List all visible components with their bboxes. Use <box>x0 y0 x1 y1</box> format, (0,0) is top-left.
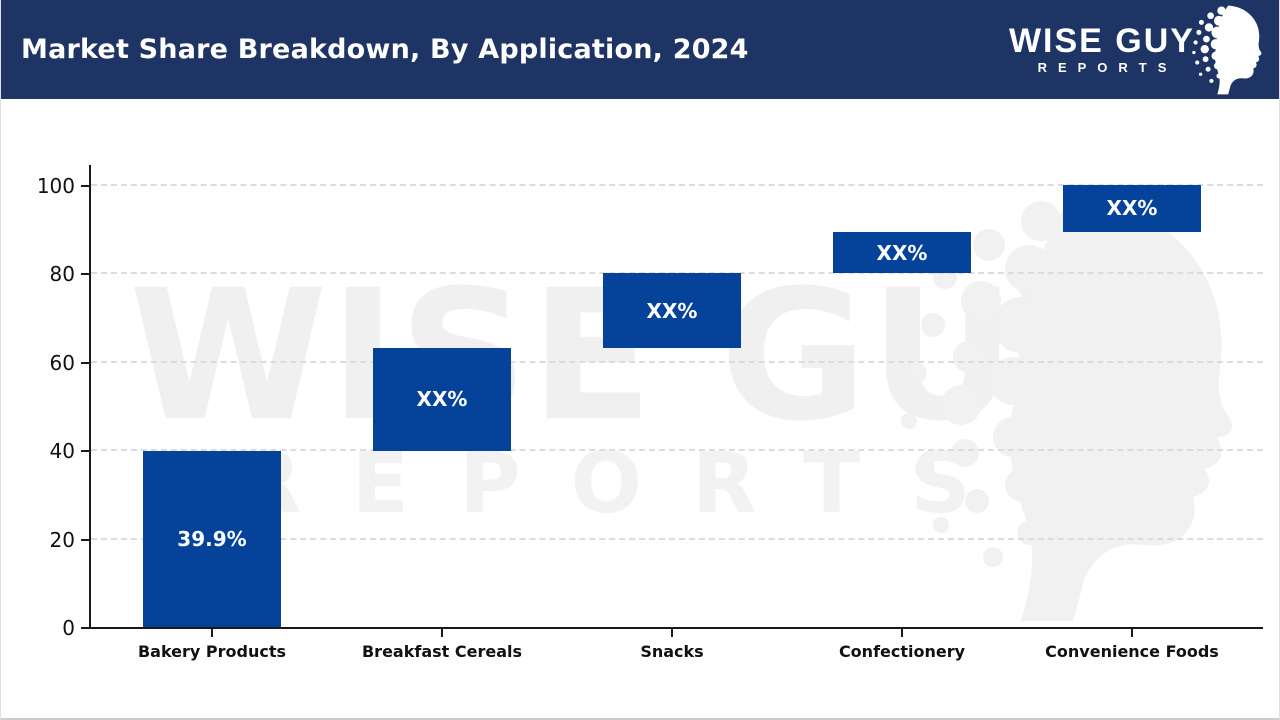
x-tick-breakfast-cereals <box>441 629 443 637</box>
bar-convenience-foods: XX% <box>1063 185 1201 232</box>
bar-confectionery: XX% <box>833 231 971 274</box>
bar-value-label: 39.9% <box>177 526 247 551</box>
logo-subtitle: REPORTS <box>1037 59 1178 75</box>
x-tick-convenience-foods <box>1131 629 1133 637</box>
page-title: Market Share Breakdown, By Application, … <box>21 34 749 65</box>
waterfall-chart: WISE GUY REPORTS 39.9% XX% XX% XX% XX% 0 20 40 6… <box>1 99 1279 718</box>
category-label-convenience-foods: Convenience Foods <box>1045 642 1219 661</box>
bar-value-label: XX% <box>876 240 928 265</box>
x-tick-bakery-products <box>211 629 213 637</box>
wise-guy-reports-logo: WISE GUY REPORTS <box>1009 4 1267 96</box>
y-tick-20 <box>81 538 89 541</box>
logo-wordmark: WISE GUY <box>1008 21 1195 60</box>
header-banner: Market Share Breakdown, By Application, … <box>1 0 1279 99</box>
y-tick-label-80: 80 <box>49 262 75 287</box>
y-tick-40 <box>81 450 89 453</box>
watermark-subtitle: REPORTS <box>237 434 1021 532</box>
y-tick-label-40: 40 <box>49 439 75 464</box>
y-tick-label-20: 20 <box>49 527 75 552</box>
bar-value-label: XX% <box>646 298 698 323</box>
y-tick-label-60: 60 <box>49 350 75 375</box>
gridline-40 <box>91 449 1263 452</box>
logo-head-icon <box>1192 5 1262 94</box>
y-tick-80 <box>81 273 89 276</box>
watermark-head-icon <box>901 197 1233 621</box>
y-tick-label-100: 100 <box>36 174 75 198</box>
bar-value-label: XX% <box>1106 196 1158 221</box>
x-axis-line <box>89 627 1263 629</box>
y-tick-100 <box>81 185 89 187</box>
y-axis-line <box>89 165 91 629</box>
bar-breakfast-cereals: XX% <box>373 348 511 451</box>
gridline-20 <box>91 537 1263 540</box>
category-label-bakery-products: Bakery Products <box>137 642 287 661</box>
gridline-100 <box>91 184 1263 186</box>
category-label-confectionery: Confectionery <box>838 642 966 661</box>
category-label-snacks: Snacks <box>640 642 704 661</box>
gridline-60 <box>91 360 1263 363</box>
x-tick-snacks <box>671 629 673 637</box>
y-tick-label-0: 0 <box>62 616 75 640</box>
category-label-breakfast-cereals: Breakfast Cereals <box>361 642 522 661</box>
bar-value-label: XX% <box>416 387 468 412</box>
x-tick-confectionery <box>901 629 903 637</box>
logo-text: WISE GUY REPORTS <box>1009 23 1195 77</box>
bar-snacks: XX% <box>603 273 741 349</box>
y-tick-0 <box>81 627 89 629</box>
y-tick-60 <box>81 361 89 364</box>
bar-bakery-products: 39.9% <box>143 450 281 627</box>
